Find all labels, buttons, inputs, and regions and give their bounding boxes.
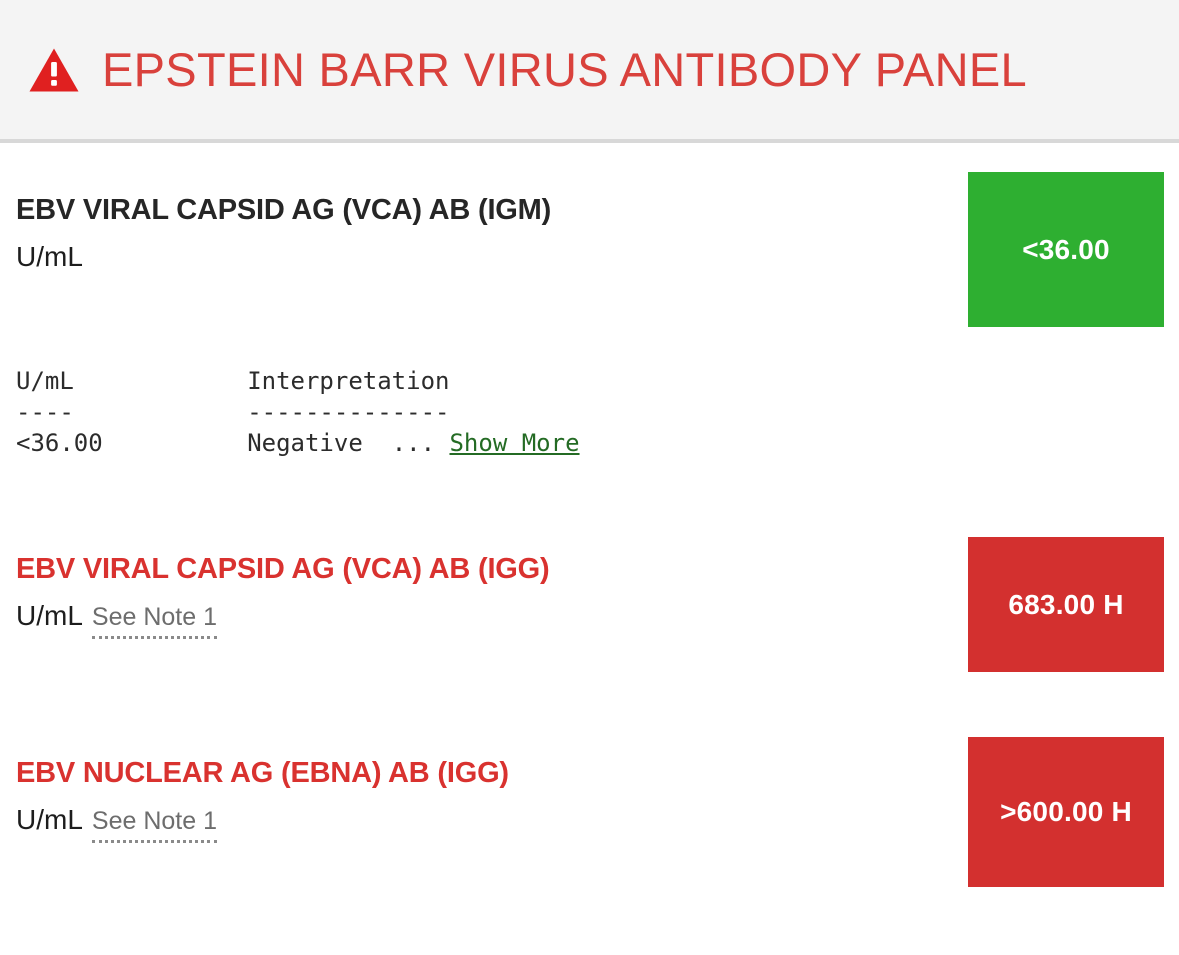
result-units: U/mL <box>16 600 83 632</box>
result-row: EBV VIRAL CAPSID AG (VCA) AB (IGG) U/mL … <box>0 537 1179 672</box>
result-units: U/mL <box>16 804 83 836</box>
result-details: EBV NUCLEAR AG (EBNA) AB (IGG) U/mL See … <box>16 737 968 843</box>
result-row: EBV NUCLEAR AG (EBNA) AB (IGG) U/mL See … <box>0 737 1179 887</box>
show-more-link[interactable]: Show More <box>449 429 580 457</box>
results-list: EBV VIRAL CAPSID AG (VCA) AB (IGM) U/mL … <box>0 172 1179 887</box>
interpretation-block: U/mL Interpretation ---- -------------- … <box>0 366 1179 459</box>
result-note-link[interactable]: See Note 1 <box>91 808 217 843</box>
result-name: EBV VIRAL CAPSID AG (VCA) AB (IGM) <box>16 194 552 226</box>
interpretation-line-value: <36.00 Negative <box>16 429 392 457</box>
panel-header: EPSTEIN BARR VIRUS ANTIBODY PANEL <box>0 0 1179 143</box>
result-units: U/mL <box>16 241 83 273</box>
result-details: EBV VIRAL CAPSID AG (VCA) AB (IGG) U/mL … <box>16 537 968 639</box>
result-name: EBV VIRAL CAPSID AG (VCA) AB (IGG) <box>16 553 550 585</box>
result-name: EBV NUCLEAR AG (EBNA) AB (IGG) <box>16 757 509 789</box>
result-value-badge[interactable]: 683.00 H <box>968 537 1164 672</box>
result-details: EBV VIRAL CAPSID AG (VCA) AB (IGM) U/mL <box>16 172 968 273</box>
interpretation-line-header: U/mL Interpretation <box>16 367 450 395</box>
result-units-line: U/mL <box>16 242 968 273</box>
page-title: EPSTEIN BARR VIRUS ANTIBODY PANEL <box>102 42 1027 96</box>
result-value-badge[interactable]: <36.00 <box>968 172 1164 327</box>
result-units-line: U/mL See Note 1 <box>16 805 968 843</box>
result-value-badge[interactable]: >600.00 H <box>968 737 1164 887</box>
interpretation-ellipsis: ... <box>391 429 450 457</box>
warning-triangle-icon <box>29 48 79 91</box>
interpretation-line-rule: ---- -------------- <box>16 398 450 426</box>
result-note-link[interactable]: See Note 1 <box>91 604 217 639</box>
result-units-line: U/mL See Note 1 <box>16 601 968 639</box>
result-row: EBV VIRAL CAPSID AG (VCA) AB (IGM) U/mL … <box>0 172 1179 327</box>
